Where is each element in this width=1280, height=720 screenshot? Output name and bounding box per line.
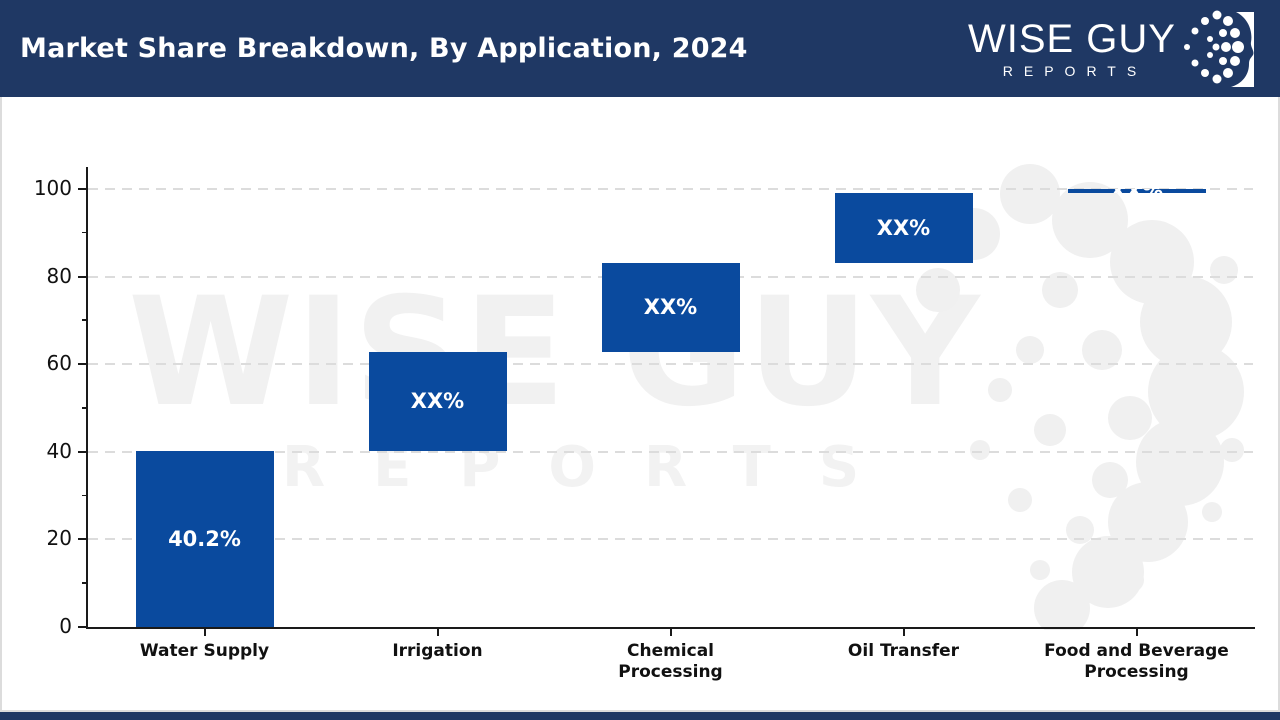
watermark-wordmark: WISE GUY xyxy=(128,266,982,440)
y-minor-tick-10 xyxy=(82,582,86,584)
logo-reports-text: REPORTS xyxy=(1002,62,1148,79)
watermark-head-profile-icon xyxy=(916,164,1244,630)
bar-value-label-food-and-beverage-processing: XX% xyxy=(1110,189,1163,193)
x-tick-water-supply xyxy=(203,629,206,636)
gridline-60 xyxy=(88,363,1253,366)
y-minor-tick-70 xyxy=(82,319,86,321)
y-minor-tick-50 xyxy=(82,407,86,409)
y-axis-line xyxy=(86,167,88,629)
bar-irrigation: XX% xyxy=(368,351,507,451)
gridline-100 xyxy=(88,188,1253,190)
bar-chemical-processing: XX% xyxy=(601,262,740,352)
x-tick-irrigation xyxy=(436,629,439,636)
bar-value-label-oil-transfer: XX% xyxy=(876,215,931,240)
y-tick-label-80: 80 xyxy=(46,263,72,288)
x-category-label-oil-transfer: Oil Transfer xyxy=(847,641,960,661)
y-tick-label-0: 0 xyxy=(59,614,72,638)
x-tick-oil-transfer xyxy=(902,629,905,636)
x-category-label-chemical-processing: Chemical Processing xyxy=(618,641,723,683)
y-tick-80 xyxy=(78,275,86,278)
y-tick-40 xyxy=(78,450,86,453)
y-minor-tick-30 xyxy=(82,494,86,497)
x-category-label-food-and-beverage-processing: Food and Beverage Processing xyxy=(1044,641,1229,683)
x-category-label-irrigation: Irrigation xyxy=(392,641,483,661)
header-banner: Market Share Breakdown, By Application, … xyxy=(0,0,1280,97)
x-tick-chemical-processing xyxy=(669,629,672,636)
logo-name-text: WISE GUY xyxy=(967,16,1176,61)
footer-bar xyxy=(0,712,1280,720)
bar-value-label-irrigation: XX% xyxy=(410,389,465,414)
logo-wordmark: WISE GUY REPORTS xyxy=(968,19,1176,79)
y-tick-60 xyxy=(78,363,86,366)
page-title: Market Share Breakdown, By Application, … xyxy=(20,33,748,64)
y-tick-label-40: 40 xyxy=(46,438,72,463)
bar-value-label-chemical-processing: XX% xyxy=(643,295,698,320)
y-minor-tick-90 xyxy=(82,231,86,234)
y-tick-0 xyxy=(78,626,86,628)
bar-food-and-beverage-processing: XX% xyxy=(1067,189,1206,194)
gridline-20 xyxy=(88,538,1253,541)
x-axis-line xyxy=(86,627,1255,629)
bar-value-label-water-supply: 40.2% xyxy=(168,526,241,551)
y-tick-label-100: 100 xyxy=(33,176,72,200)
y-tick-label-60: 60 xyxy=(46,351,72,376)
y-tick-100 xyxy=(78,188,86,190)
bar-oil-transfer: XX% xyxy=(834,193,973,263)
x-category-label-water-supply: Water Supply xyxy=(139,641,270,661)
brand-logo: WISE GUY REPORTS xyxy=(968,9,1254,89)
bar-water-supply: 40.2% xyxy=(135,450,274,627)
y-tick-20 xyxy=(78,538,86,541)
gridline-40 xyxy=(88,450,1253,453)
y-tick-label-20: 20 xyxy=(46,526,72,551)
x-tick-food-and-beverage-processing xyxy=(1135,629,1138,636)
dotted-head-profile-icon xyxy=(1184,10,1254,87)
